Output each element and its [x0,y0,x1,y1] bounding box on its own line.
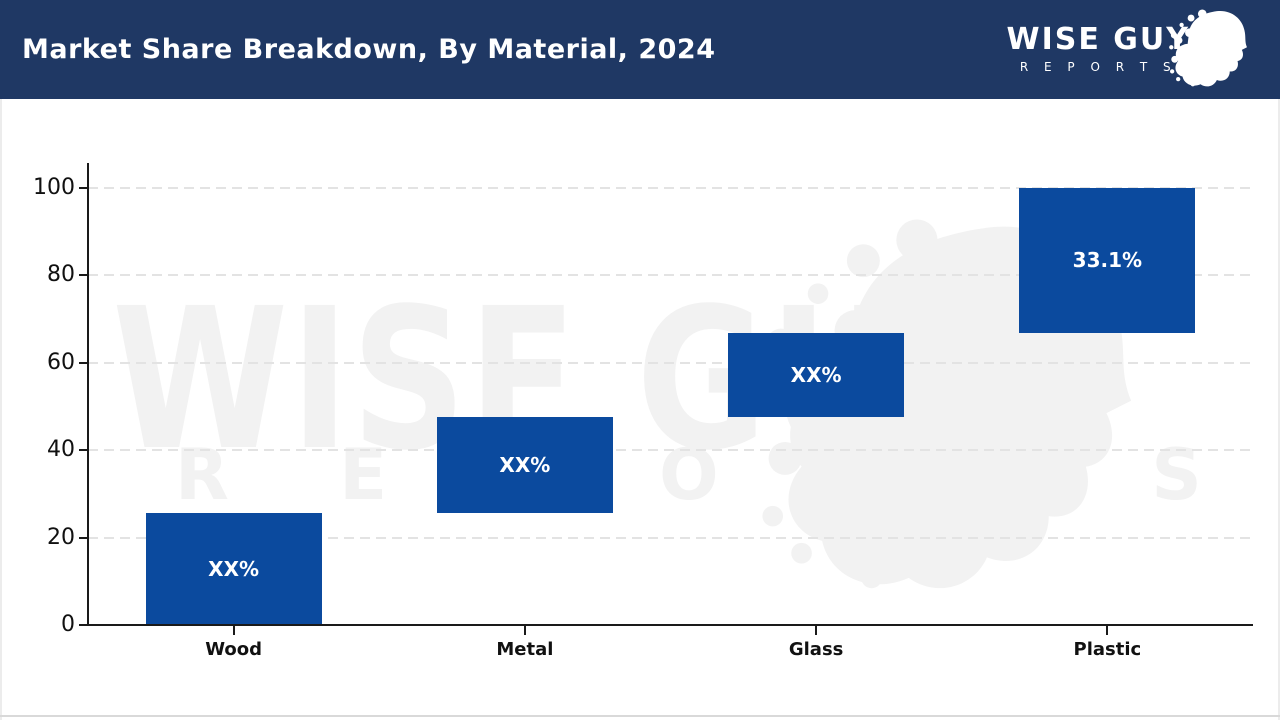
y-axis-tick [79,361,88,364]
bar-value-label: XX% [499,453,551,478]
bar-glass [728,332,905,418]
gridline [88,274,1253,277]
bar-metal [436,417,613,514]
x-axis-tick [232,626,235,635]
wise-guy-logo: WISE GUY R E P O R T S [1006,8,1254,92]
logo-text: WISE GUY R E P O R T S [1006,22,1190,75]
footer-divider [0,715,1280,717]
x-axis-tick [1106,626,1109,635]
gridline [88,186,1253,189]
category-label-wood: Wood [205,639,263,660]
y-axis-tick [79,186,88,189]
category-label-plastic: Plastic [1073,639,1142,660]
x-axis-tick [815,626,818,635]
category-label-metal: Metal [496,639,554,660]
gridline [88,361,1253,364]
bar-value-label: 33.1% [1072,248,1143,273]
gridline [88,536,1253,539]
y-axis-tick-label: 0 [61,612,75,637]
y-axis-tick-label: 40 [47,437,75,463]
y-axis-tick [79,274,88,277]
y-axis-tick-label: 80 [47,262,75,288]
bar-value-label: XX% [790,362,842,387]
y-axis-tick-label: 100 [33,174,75,200]
x-axis-tick [523,626,526,635]
x-axis-line [87,624,1253,626]
logo-subtext: R E P O R T S [1019,60,1177,74]
logo-wordmark: WISE GUY [1006,22,1190,57]
wise-guy-face-icon [1166,6,1254,92]
bar-plastic [1019,187,1196,333]
bar-wood [145,513,322,625]
category-label-glass: Glass [788,639,844,660]
y-axis-tick [79,449,88,452]
bar-value-label: XX% [208,557,260,582]
y-axis-tick-label: 20 [47,524,75,550]
y-axis-line [87,163,89,626]
header-bar: Market Share Breakdown, By Material, 202… [0,0,1280,99]
gridline [88,449,1253,452]
y-axis-tick-label: 60 [47,349,75,375]
page-title: Market Share Breakdown, By Material, 202… [22,34,716,65]
y-axis-tick [79,536,88,539]
y-axis-tick [79,624,88,626]
